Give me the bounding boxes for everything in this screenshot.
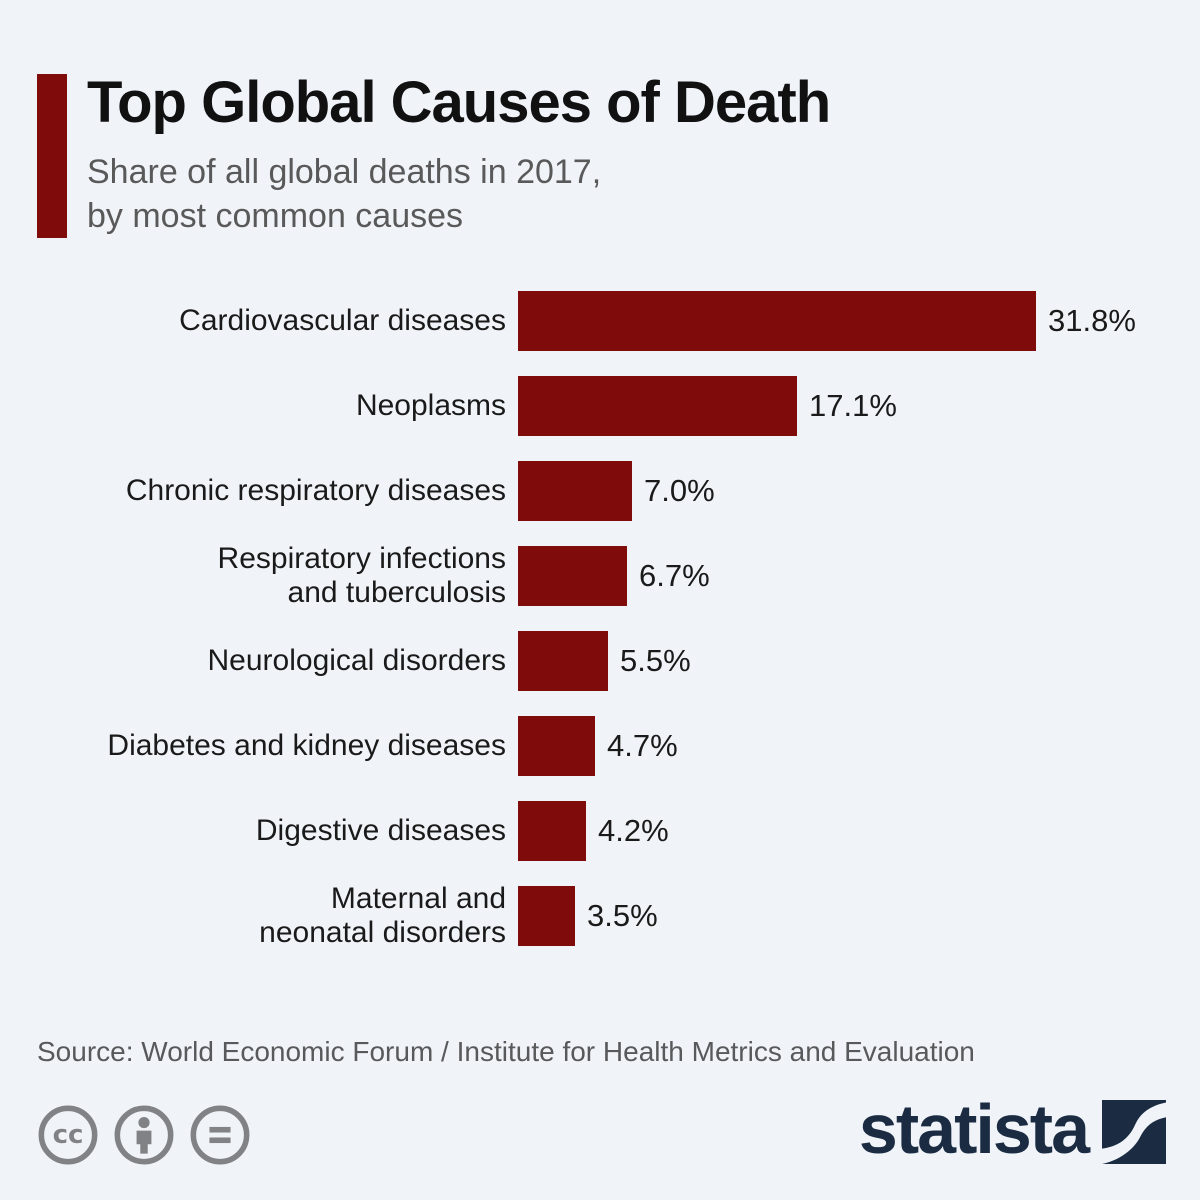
chart-row: Cardiovascular diseases 31.8%: [37, 291, 1163, 351]
bar-category-label: Neoplasms: [355, 388, 506, 422]
statista-wordmark: statista: [858, 1090, 1090, 1168]
bar-value-label: 31.8%: [1048, 303, 1136, 338]
chart-row: Respiratory infections and tuberculosis 6…: [37, 542, 1163, 610]
bar-category-label: Neurological disorders: [207, 643, 506, 677]
bar-category-label: Cardiovascular diseases: [179, 303, 506, 337]
bar-category-label: Digestive diseases: [255, 813, 506, 847]
bar: [518, 886, 575, 946]
statista-logo-mark-icon: [1102, 1100, 1166, 1164]
header: Top Global Causes of Death Share of all …: [37, 70, 831, 239]
bar-category-label: Maternal and neonatal disorders: [259, 881, 506, 950]
bar-value-label: 7.0%: [644, 473, 715, 508]
statista-logo: statista: [859, 1094, 1166, 1170]
bar-value-label: 4.7%: [607, 728, 678, 763]
bar: [518, 291, 1036, 351]
no-derivatives-icon: [189, 1104, 251, 1166]
attribution-icon: [113, 1104, 175, 1166]
chart-row: Chronic respiratory diseases 7.0%: [37, 461, 1163, 521]
bar: [518, 376, 797, 436]
svg-text:cc: cc: [53, 1120, 84, 1150]
title-accent-bar: [37, 74, 67, 239]
bar-value-label: 17.1%: [809, 388, 897, 423]
license-icons: cc: [37, 1104, 251, 1166]
chart-row: Maternal and neonatal disorders 3.5%: [37, 882, 1163, 950]
bar-category-label: Chronic respiratory diseases: [125, 473, 506, 507]
chart-row: Neurological disorders 5.5%: [37, 631, 1163, 691]
chart-row: Neoplasms 17.1%: [37, 376, 1163, 436]
bar: [518, 461, 632, 521]
bar: [518, 801, 586, 861]
bar-value-label: 4.2%: [598, 813, 669, 848]
header-text: Top Global Causes of Death Share of all …: [87, 70, 831, 238]
chart-title: Top Global Causes of Death: [87, 70, 831, 135]
bar: [518, 716, 595, 776]
chart-row: Diabetes and kidney diseases 4.7%: [37, 716, 1163, 776]
bar-category-label: Diabetes and kidney diseases: [107, 728, 506, 762]
bar-chart: Cardiovascular diseases 31.8% Neoplasms 17.…: [37, 291, 1163, 971]
cc-icon: cc: [37, 1104, 99, 1166]
bar-value-label: 6.7%: [639, 558, 710, 593]
bar-category-label: Respiratory infections and tuberculosis: [217, 541, 506, 610]
source-text: Source: World Economic Forum / Institute…: [37, 1036, 975, 1067]
chart-subtitle: Share of all global deaths in 2017, by m…: [87, 153, 602, 236]
chart-row: Digestive diseases 4.2%: [37, 801, 1163, 861]
bar: [518, 631, 608, 691]
bar: [518, 546, 627, 606]
bar-value-label: 5.5%: [620, 643, 691, 678]
bar-value-label: 3.5%: [587, 898, 658, 933]
